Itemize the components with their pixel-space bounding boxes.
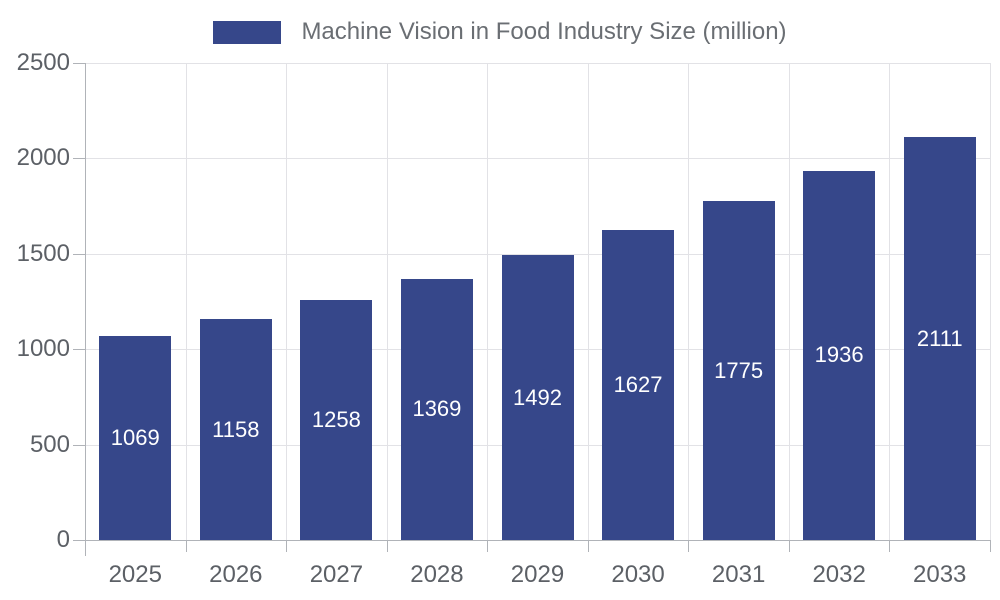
- bar-2028: 1369: [400, 278, 473, 540]
- y-tick-mark: [73, 253, 85, 255]
- v-gridline: [990, 63, 991, 540]
- x-tick-mark: [185, 540, 187, 552]
- legend-label: Machine Vision in Food Industry Size (mi…: [301, 18, 787, 45]
- legend-item[interactable]: Machine Vision in Food Industry Size (mi…: [0, 17, 1000, 47]
- bar-value-label: 1627: [613, 371, 663, 397]
- y-tick-label: 500: [29, 430, 70, 458]
- bar-2030: 1627: [602, 229, 675, 540]
- v-gridline: [487, 63, 489, 540]
- y-tick-mark: [73, 349, 85, 351]
- y-tick-label: 0: [56, 526, 70, 553]
- y-tick-mark: [73, 540, 85, 541]
- bar-2032: 1936: [803, 170, 876, 540]
- v-gridline: [889, 63, 891, 540]
- y-axis-line: [85, 63, 86, 556]
- x-tick-label: 2027: [309, 561, 364, 588]
- x-tick-label: 2032: [812, 561, 866, 588]
- bar-value-label: 1492: [513, 384, 562, 410]
- x-tick-mark: [487, 540, 489, 552]
- bar-value-label: 1775: [714, 357, 764, 383]
- x-tick-label: 2033: [913, 561, 967, 588]
- y-tick-mark: [73, 158, 85, 160]
- h-gridline: [85, 158, 990, 160]
- y-tick-label: 2000: [16, 144, 70, 172]
- x-tick-mark: [788, 540, 790, 552]
- h-gridline: [85, 253, 990, 255]
- h-gridline: [85, 63, 990, 64]
- y-tick-label: 1000: [16, 335, 70, 363]
- legend-swatch: [213, 20, 282, 44]
- y-tick-label: 2500: [16, 49, 70, 76]
- v-gridline: [587, 63, 589, 540]
- x-tick-mark: [990, 540, 991, 552]
- x-tick-mark: [587, 540, 589, 552]
- bar-value-label: 1258: [311, 406, 361, 432]
- bar-value-label: 1158: [212, 416, 260, 442]
- v-gridline: [688, 63, 690, 540]
- x-tick-label: 2028: [410, 561, 464, 588]
- x-tick-label: 2030: [611, 561, 665, 588]
- bar-2031: 1775: [702, 201, 775, 540]
- bar-value-label: 1936: [814, 342, 864, 368]
- x-tick-mark: [386, 540, 388, 552]
- bar-value-label: 2111: [916, 325, 963, 351]
- v-gridline: [185, 63, 187, 540]
- y-tick-label: 1500: [16, 239, 70, 267]
- bar-value-label: 1369: [412, 396, 462, 422]
- v-gridline: [788, 63, 790, 540]
- bar-2027: 1258: [300, 299, 373, 540]
- bar-2026: 1158: [199, 319, 272, 540]
- v-gridline: [286, 63, 288, 540]
- x-tick-mark: [286, 540, 288, 552]
- x-tick-mark: [889, 540, 891, 552]
- x-tick-label: 2025: [108, 561, 162, 588]
- y-tick-mark: [73, 63, 85, 64]
- x-tick-mark: [85, 540, 86, 552]
- x-tick-label: 2029: [510, 561, 565, 588]
- bar-value-label: 1069: [110, 425, 160, 450]
- v-gridline: [386, 63, 388, 540]
- bar-2033: 2111: [903, 137, 976, 540]
- bar-2025: 1069: [99, 336, 172, 540]
- x-axis-line: [85, 540, 990, 541]
- x-tick-mark: [688, 540, 690, 552]
- x-tick-label: 2031: [711, 561, 766, 588]
- bar-2029: 1492: [501, 255, 574, 540]
- y-tick-mark: [73, 444, 85, 446]
- x-tick-label: 2026: [209, 561, 263, 588]
